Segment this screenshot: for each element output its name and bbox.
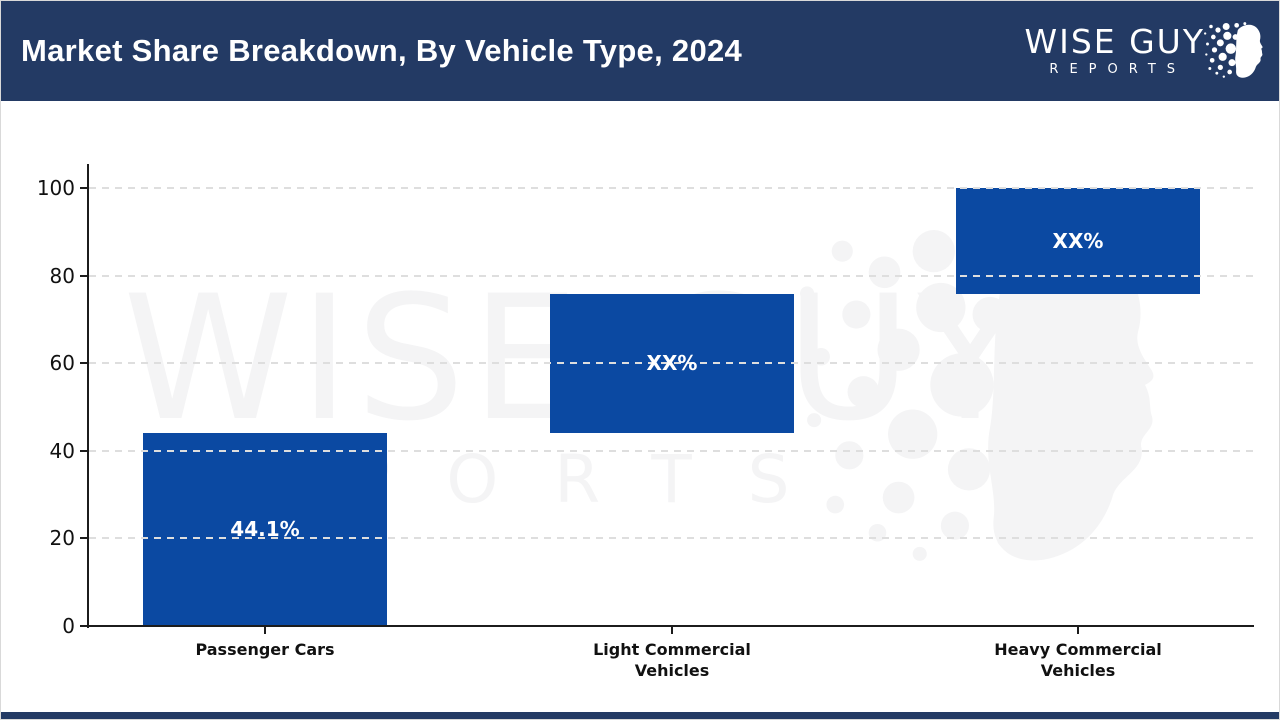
bar-value-label-passenger-cars: 44.1% bbox=[230, 517, 300, 542]
category-label-passenger-cars: Passenger Cars bbox=[195, 640, 335, 659]
y-tick-label: 80 bbox=[49, 263, 75, 288]
y-tick-mark bbox=[80, 449, 87, 452]
y-tick-mark bbox=[80, 362, 87, 365]
wiseguy-face-logo-icon bbox=[1197, 8, 1267, 94]
wiseguy-logo: WISE GUY REPORTS bbox=[1024, 8, 1267, 94]
bar-passenger-cars bbox=[143, 432, 387, 626]
gridline bbox=[89, 537, 1254, 540]
category-label-light-commercial-vehicles: Light Commercial Vehicles bbox=[593, 640, 751, 680]
page-title: Market Share Breakdown, By Vehicle Type,… bbox=[21, 33, 743, 68]
x-tick-mark bbox=[671, 627, 673, 634]
x-tick-mark bbox=[1077, 627, 1079, 634]
y-tick-label: 20 bbox=[49, 526, 75, 551]
y-tick-label: 0 bbox=[62, 614, 75, 638]
x-axis-line bbox=[87, 625, 1254, 627]
gridline bbox=[89, 449, 1254, 452]
logo-wordmark: WISE GUY bbox=[1024, 22, 1205, 61]
logo-subtitle: REPORTS bbox=[1049, 62, 1187, 77]
y-tick-label: 40 bbox=[49, 438, 75, 463]
x-tick-mark bbox=[264, 627, 266, 634]
y-tick-mark bbox=[80, 187, 87, 189]
header-bar: Market Share Breakdown, By Vehicle Type,… bbox=[1, 1, 1279, 101]
gridline bbox=[89, 187, 1254, 189]
y-tick-mark bbox=[80, 274, 87, 277]
gridline bbox=[89, 362, 1254, 365]
bar-value-label-heavy-commercial-vehicles: XX% bbox=[1052, 228, 1104, 253]
y-tick-mark bbox=[80, 625, 87, 627]
category-label-heavy-commercial-vehicles: Heavy Commercial Vehicles bbox=[994, 640, 1162, 680]
y-tick-label: 100 bbox=[36, 176, 75, 200]
y-tick-label: 60 bbox=[49, 351, 75, 376]
footer-bar bbox=[1, 712, 1279, 719]
bar-value-label-light-commercial-vehicles: XX% bbox=[646, 351, 698, 376]
gridline bbox=[89, 274, 1254, 277]
y-tick-mark bbox=[80, 537, 87, 540]
y-axis-line bbox=[87, 164, 89, 628]
logo-text: WISE GUY REPORTS bbox=[1024, 22, 1205, 78]
